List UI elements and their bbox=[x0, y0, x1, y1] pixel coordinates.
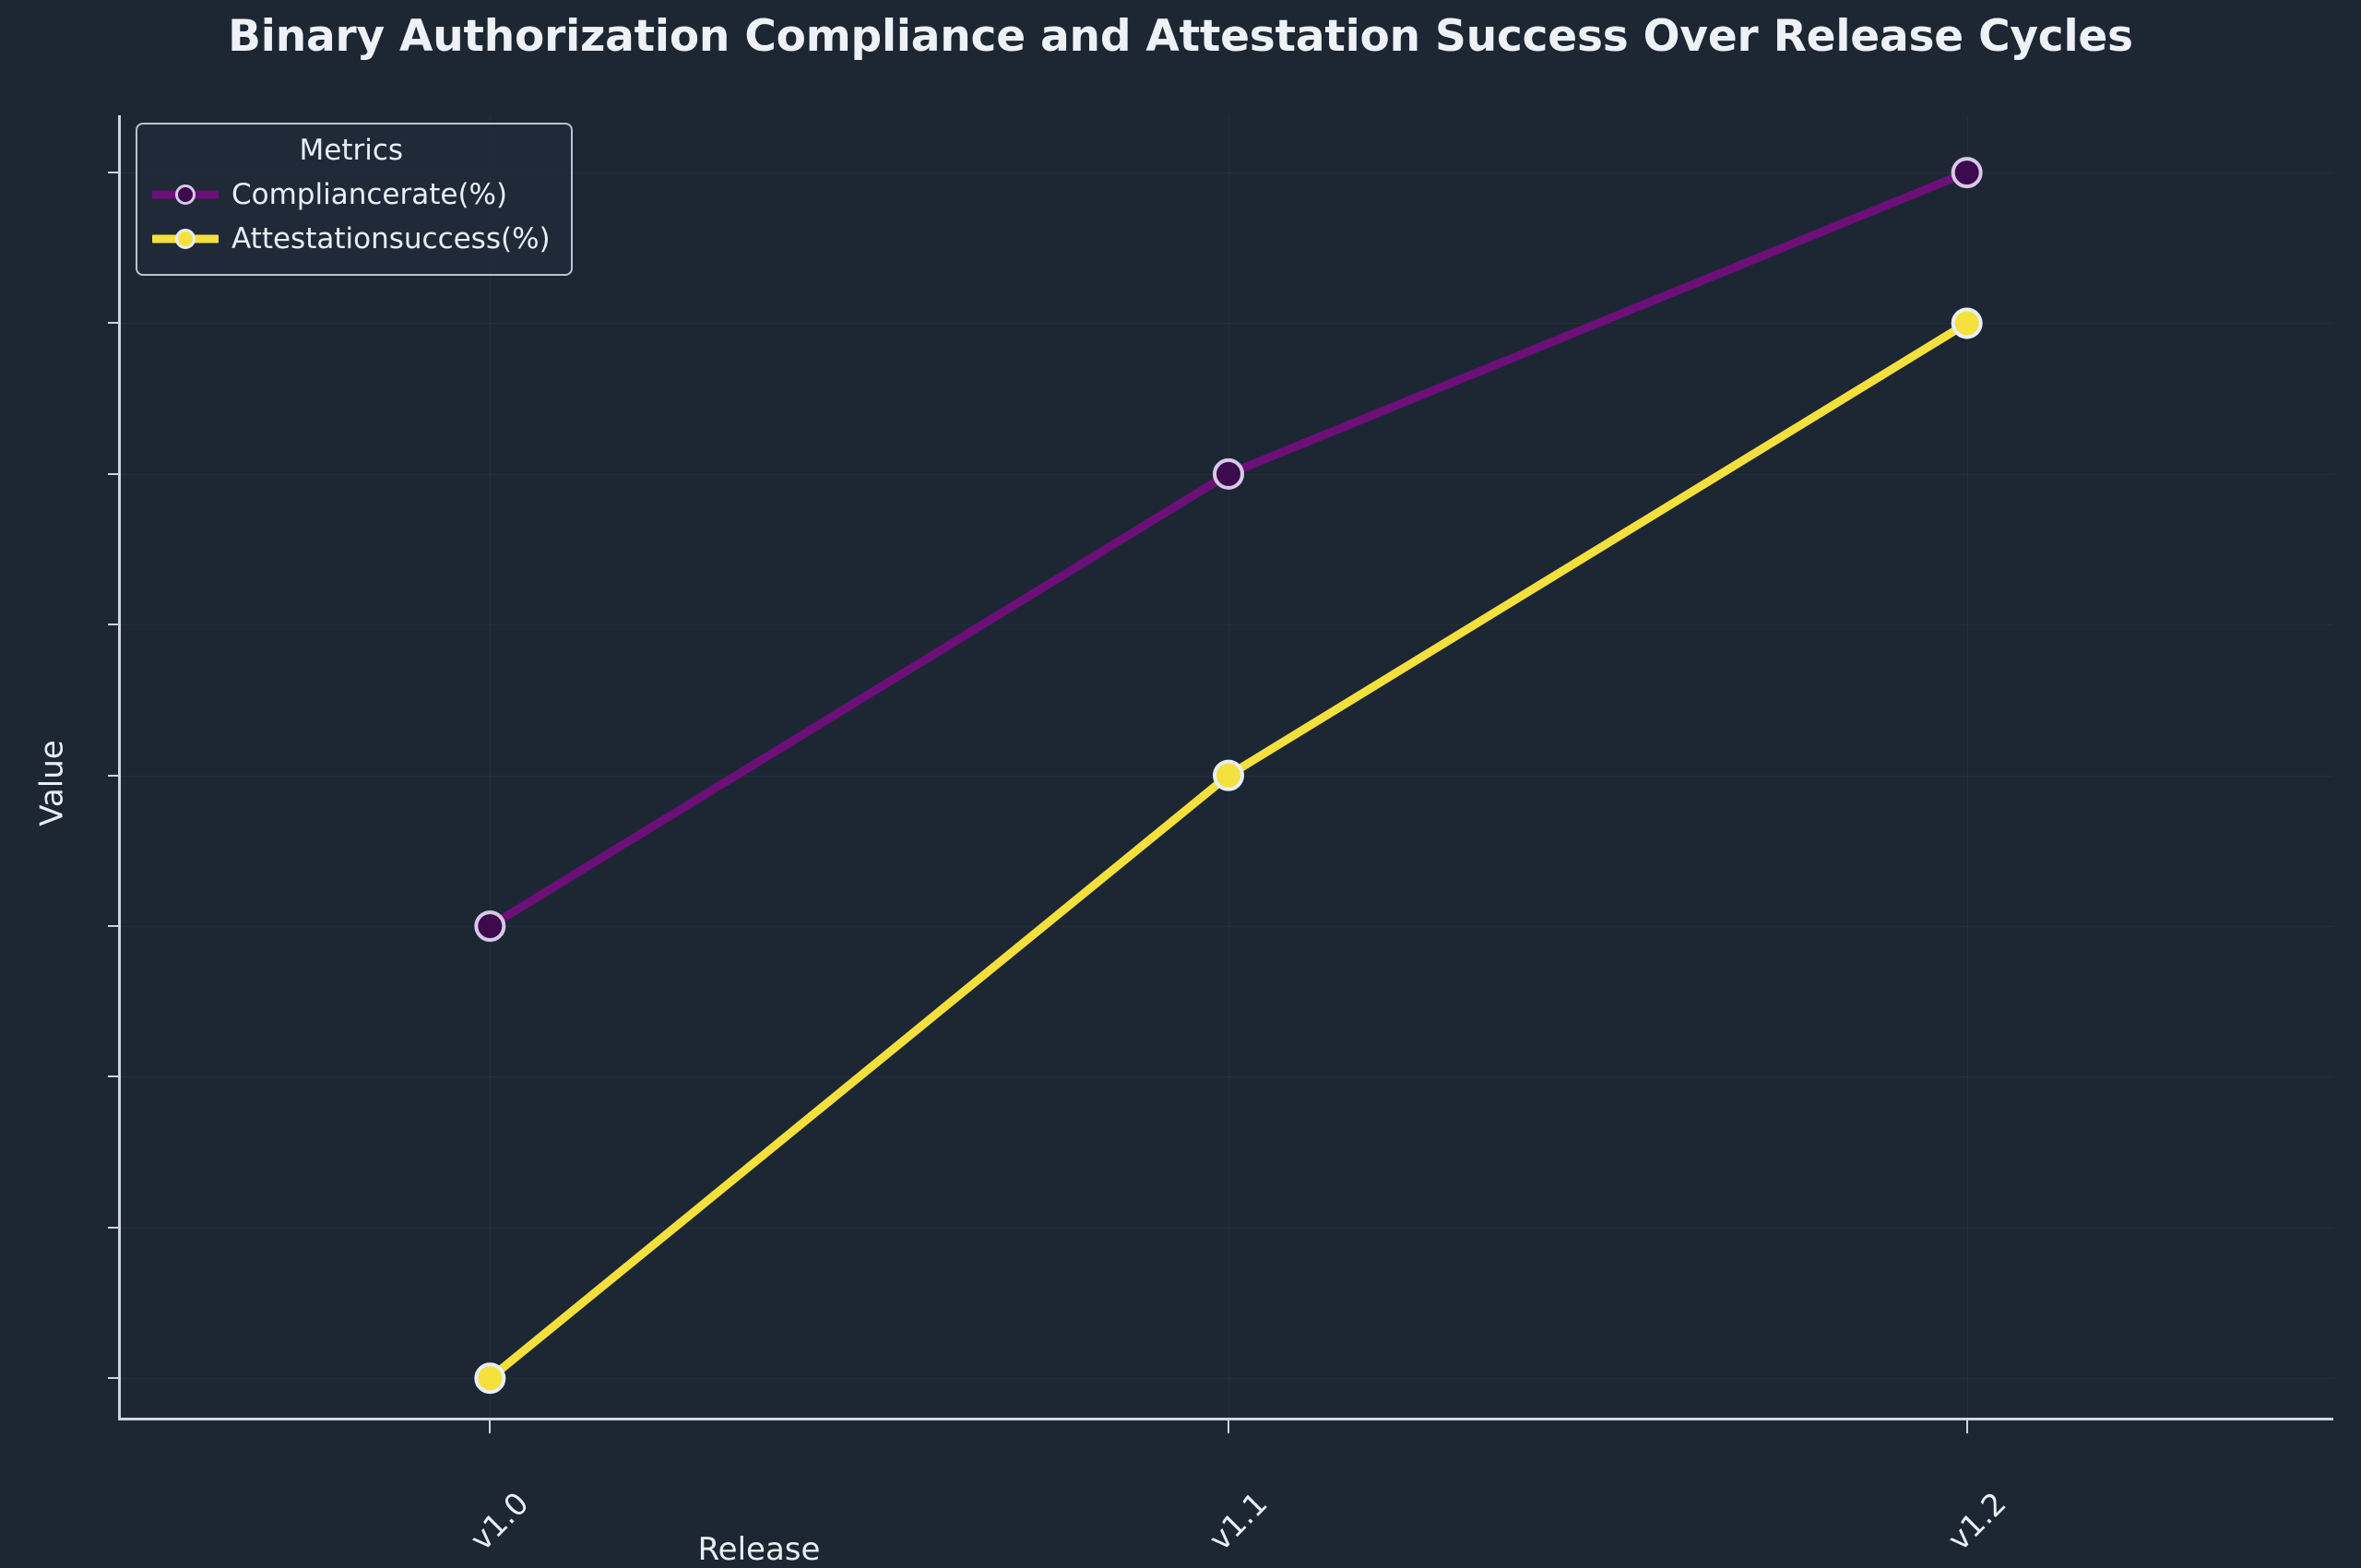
x-axis-label: Release bbox=[697, 1531, 821, 1568]
legend-item[interactable]: Attestationsuccess(%) bbox=[152, 217, 551, 261]
x-tick-mark bbox=[1228, 1420, 1229, 1433]
data-point[interactable] bbox=[1213, 457, 1244, 490]
y-tick-mark bbox=[108, 172, 121, 174]
y-tick-mark bbox=[108, 774, 121, 777]
plot-area: 899091929394959697 v1.0v1.1v1.2 bbox=[108, 115, 2333, 1557]
legend-label: Compliancerate(%) bbox=[231, 178, 508, 211]
y-tick-mark bbox=[108, 322, 121, 325]
series-line bbox=[485, 168, 1972, 931]
legend-title: Metrics bbox=[299, 134, 404, 167]
y-tick-mark bbox=[108, 472, 121, 475]
legend-entries: Compliancerate(%) Attestationsuccess(%) bbox=[152, 172, 551, 261]
legend-item[interactable]: Compliancerate(%) bbox=[152, 172, 551, 217]
y-tick-mark bbox=[108, 1377, 121, 1380]
data-point[interactable] bbox=[474, 910, 506, 943]
legend: Metrics Compliancerate(%) Attestationsucc… bbox=[136, 123, 573, 276]
data-point[interactable] bbox=[1213, 759, 1244, 791]
chart-title: Binary Authorization Compliance and Atte… bbox=[228, 11, 2133, 62]
plot-inner bbox=[121, 115, 2333, 1418]
legend-label: Attestationsuccess(%) bbox=[231, 222, 551, 255]
data-point[interactable] bbox=[474, 1362, 506, 1395]
legend-swatch bbox=[152, 220, 219, 257]
y-tick-mark bbox=[108, 1226, 121, 1229]
series-1 bbox=[474, 157, 1983, 943]
series-layer bbox=[474, 157, 1983, 1395]
y-tick-mark bbox=[108, 624, 121, 626]
y-tick-mark bbox=[108, 925, 121, 928]
legend-marker-icon bbox=[175, 184, 196, 205]
data-point[interactable] bbox=[1951, 307, 1983, 339]
legend-swatch bbox=[152, 176, 219, 213]
data-point[interactable] bbox=[1951, 157, 1983, 189]
y-axis-label: Value bbox=[33, 740, 71, 826]
x-tick-label: v1.2 bbox=[1940, 1485, 2013, 1558]
x-tick-mark bbox=[489, 1420, 492, 1433]
series-2 bbox=[474, 307, 1983, 1395]
legend-marker-icon bbox=[175, 229, 196, 249]
y-tick-mark bbox=[108, 1075, 121, 1078]
x-tick-mark bbox=[1965, 1420, 1968, 1433]
